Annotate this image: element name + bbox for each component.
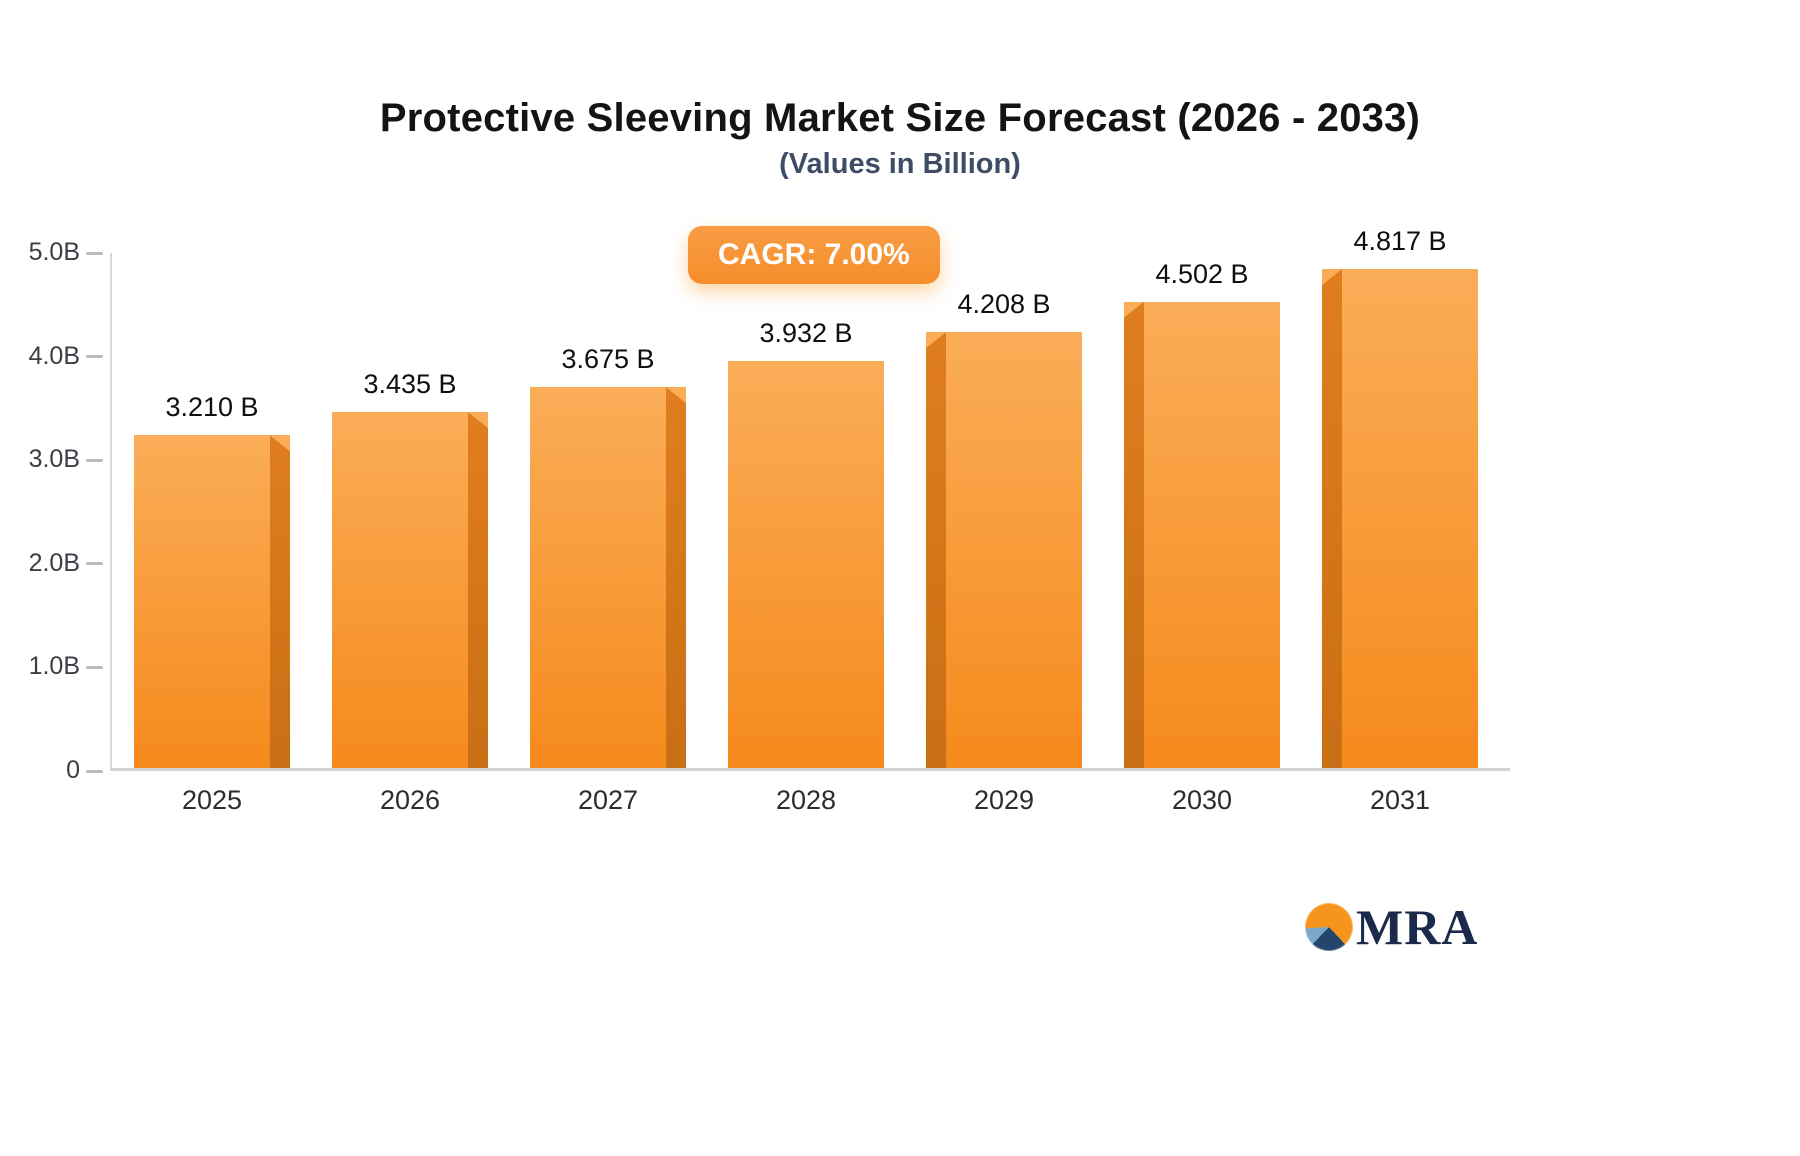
y-axis-tick-mark (86, 665, 103, 669)
logo-text: MRA (1356, 899, 1479, 955)
x-axis-tick-label: 2029 (973, 785, 1035, 815)
bar-value-label: 3.675 B (561, 344, 655, 375)
bar-3d-shade (468, 412, 488, 768)
y-axis-tick-mark (86, 458, 103, 462)
y-axis-tick-mark (86, 355, 103, 359)
cagr-badge: CAGR: 7.00% (688, 226, 940, 284)
bar (926, 332, 1082, 768)
bar-group-2027: 3.675 B 2027 (509, 253, 707, 815)
company-logo: MRA (1305, 898, 1478, 956)
y-axis-tick-mark (86, 562, 103, 566)
x-axis-tick-label: 2028 (775, 785, 837, 815)
bar-value-label: 3.932 B (759, 317, 853, 348)
bar-group-2029: 4.208 B 2029 (905, 253, 1103, 815)
bar (1124, 301, 1280, 768)
bar-3d-shade (270, 435, 290, 768)
x-axis-tick-label: 2027 (577, 785, 639, 815)
y-axis-tick-label: 1.0B (28, 652, 80, 681)
bar-group-2031: 4.817 B 2031 (1301, 226, 1499, 815)
chart-subtitle: (Values in Billion) (779, 148, 1021, 180)
y-axis-tick-mark (86, 251, 103, 255)
x-axis-tick-label: 2031 (1369, 785, 1431, 815)
bar-group-2028: 3.932 B 2028 (707, 253, 905, 815)
bar (332, 412, 488, 768)
bar-3d-shade (1322, 268, 1342, 768)
bar (530, 387, 686, 768)
y-axis-tick-label: 0 (66, 756, 80, 784)
bar-value-label: 4.208 B (957, 289, 1051, 320)
y-axis-tick-label: 3.0B (28, 445, 80, 474)
bar-value-label: 3.210 B (165, 392, 259, 423)
x-axis-tick-label: 2025 (181, 785, 243, 815)
y-axis-tick-label: 5.0B (28, 238, 80, 266)
bar (134, 435, 290, 768)
plot-area: 0 1.0B 2.0B 3.0B 4.0B 5.0B 3.210 B 2025 3.435 B 2… (29, 226, 1510, 815)
bar-value-label: 3.435 B (363, 369, 457, 400)
bar (1322, 268, 1478, 768)
bar (728, 360, 884, 768)
bar-3d-shade (926, 332, 946, 768)
bar-group-2025: 3.210 B 2025 (113, 253, 311, 815)
x-axis-tick-label: 2030 (1171, 785, 1233, 815)
bar-value-label: 4.817 B (1353, 225, 1447, 256)
bar-group-2026: 3.435 B 2026 (311, 253, 509, 815)
y-axis-tick-mark (86, 769, 103, 773)
logo-pie-icon (1305, 903, 1353, 951)
bar-group-2030: 4.502 B 2030 (1103, 253, 1301, 815)
y-axis-tick-label: 2.0B (28, 548, 80, 577)
y-axis-tick-label: 4.0B (28, 341, 80, 370)
bar-3d-shade (666, 387, 686, 768)
bar-value-label: 4.502 B (1155, 258, 1249, 289)
x-axis-tick-label: 2026 (379, 785, 441, 815)
chart-title: Protective Sleeving Market Size Forecast… (379, 96, 1421, 140)
bar-3d-shade (1124, 301, 1144, 768)
